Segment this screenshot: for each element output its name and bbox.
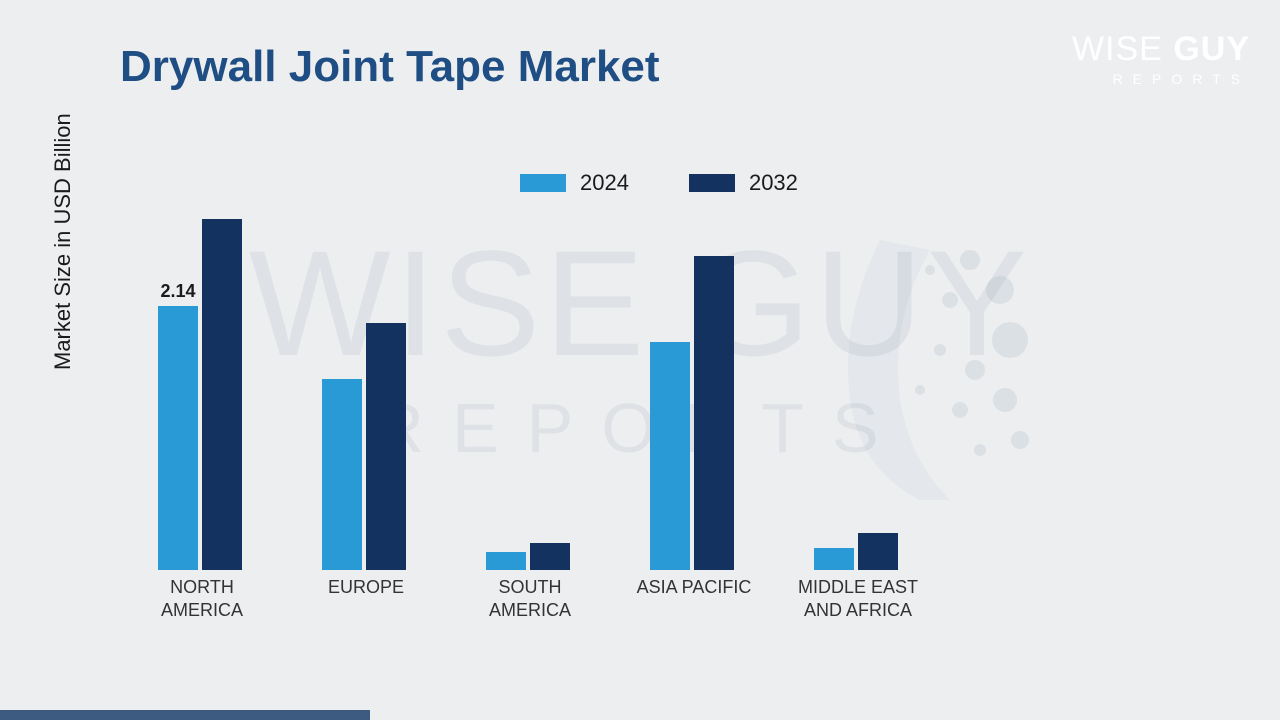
bottom-accent-bar (0, 710, 370, 720)
category-label: ASIA PACIFIC (624, 576, 764, 599)
bar-2024 (322, 379, 362, 570)
bar-2032 (694, 256, 734, 571)
bar-2032 (202, 219, 242, 571)
bar-value-label: 2.14 (148, 281, 208, 302)
brand-word-2: GUY (1173, 30, 1250, 68)
stage: WISE GUY REPORTS Drywall Joint Tape Mark… (0, 0, 1280, 720)
bar-2032 (530, 543, 570, 570)
category-label: NORTH AMERICA (132, 576, 272, 621)
legend: 2024 2032 (520, 170, 798, 196)
legend-item-2024: 2024 (520, 170, 629, 196)
y-axis-label: Market Size in USD Billion (50, 113, 76, 370)
bar-2032 (858, 533, 898, 570)
brand-block: WISE GUY REPORTS (1072, 30, 1250, 87)
legend-label-2024: 2024 (580, 170, 629, 196)
bar-2024 (650, 342, 690, 570)
brand-line2: REPORTS (1072, 71, 1250, 87)
legend-swatch-2024 (520, 174, 566, 192)
bar-2024 (814, 548, 854, 570)
category-label: MIDDLE EAST AND AFRICA (788, 576, 928, 621)
category-label: SOUTH AMERICA (460, 576, 600, 621)
bar-2032 (366, 323, 406, 570)
plot-area: 2.14 (120, 200, 940, 570)
bar-chart: 2.14 NORTH AMERICAEUROPESOUTH AMERICAASI… (120, 200, 940, 570)
brand-word-1: WISE (1072, 30, 1163, 68)
bar-2024 (158, 306, 198, 570)
page-title: Drywall Joint Tape Market (120, 42, 660, 92)
brand-line1: WISE GUY (1072, 30, 1250, 69)
category-label: EUROPE (296, 576, 436, 599)
legend-item-2032: 2032 (689, 170, 798, 196)
legend-swatch-2032 (689, 174, 735, 192)
legend-label-2032: 2032 (749, 170, 798, 196)
bar-2024 (486, 552, 526, 571)
